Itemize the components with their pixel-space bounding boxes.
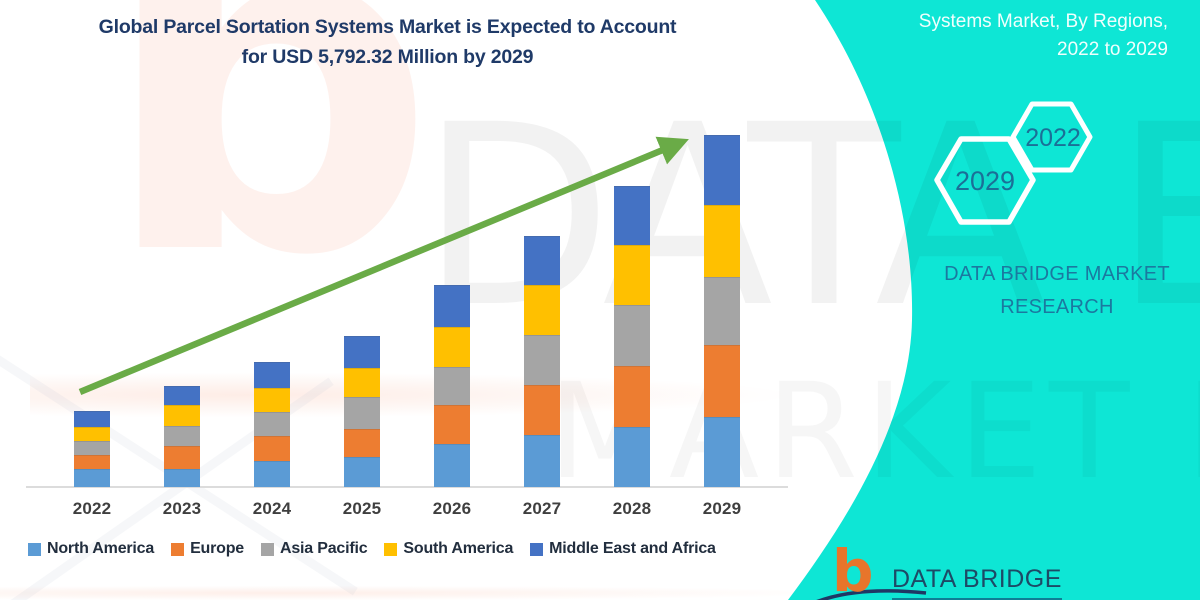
x-axis-label-2029: 2029	[702, 499, 742, 518]
legend-swatch	[171, 542, 185, 556]
bar-segment-2023-asia-pacific	[164, 426, 200, 447]
bar-2025	[344, 336, 380, 487]
bar-segment-2029-asia-pacific	[704, 277, 740, 346]
bar-segment-2023-north-america	[164, 468, 200, 487]
hexagon-2022-label: 2022	[1025, 124, 1081, 152]
x-axis-label-2026: 2026	[432, 499, 472, 518]
bar-segment-2029-europe	[704, 345, 740, 417]
bar-2024	[254, 361, 290, 487]
bar-segment-2028-asia-pacific	[614, 305, 650, 366]
legend-swatch	[384, 542, 398, 556]
teal-panel-path	[788, 0, 1200, 600]
bar-segment-2024-middle-east-and-africa	[254, 361, 290, 388]
bar-segment-2029-middle-east-and-africa	[704, 135, 740, 205]
logo-name: DATA BRIDGE	[892, 565, 1062, 600]
x-axis-line	[26, 486, 788, 488]
bar-segment-2028-north-america	[614, 426, 650, 487]
bar-segment-2024-north-america	[254, 461, 290, 487]
x-axis-label-2025: 2025	[342, 499, 382, 518]
bar-segment-2027-europe	[524, 385, 560, 436]
legend-label: Asia Pacific	[279, 540, 368, 557]
bar-segment-2025-middle-east-and-africa	[344, 336, 380, 369]
legend-item-south-america: South America	[384, 540, 513, 558]
chart-title: Global Parcel Sortation Systems Market i…	[0, 12, 775, 72]
bar-segment-2023-europe	[164, 446, 200, 469]
legend-label: South America	[403, 540, 514, 557]
x-axis-label-2027: 2027	[522, 499, 562, 518]
chart-title-line2: for USD 5,792.32 Million by 2029	[241, 46, 534, 68]
logo-subtitle: MARKET RESEARCH	[894, 598, 1081, 600]
bar-segment-2026-south-america	[434, 327, 470, 368]
bar-2022	[74, 411, 110, 487]
bar-segment-2022-asia-pacific	[74, 441, 110, 456]
panel-brand-text: DATA BRIDGE MARKET RESEARCH	[925, 258, 1189, 324]
bar-segment-2024-europe	[254, 435, 290, 461]
panel-heading: Systems Market, By Regions, 2022 to 2029	[808, 8, 1168, 64]
bar-2023	[164, 385, 200, 487]
panel-brand-line1: DATA BRIDGE MARKET	[944, 263, 1170, 285]
legend-label: North America	[47, 540, 155, 557]
bar-segment-2027-north-america	[524, 435, 560, 487]
watermark-swoosh	[0, 586, 820, 600]
bar-segment-2022-europe	[74, 455, 110, 470]
bar-segment-2025-south-america	[344, 368, 380, 398]
bar-segment-2026-north-america	[434, 443, 470, 487]
panel-heading-line1: Systems Market, By Regions,	[918, 11, 1168, 32]
bar-segment-2027-asia-pacific	[524, 335, 560, 386]
bar-segment-2029-south-america	[704, 204, 740, 277]
bar-segment-2027-south-america	[524, 285, 560, 336]
legend-item-europe: Europe	[171, 540, 244, 558]
bar-2029	[704, 135, 740, 487]
bar-segment-2025-asia-pacific	[344, 397, 380, 429]
hexagon-2029-label: 2029	[954, 166, 1016, 196]
bar-segment-2027-middle-east-and-africa	[524, 236, 560, 286]
bar-segment-2025-europe	[344, 428, 380, 458]
bar-segment-2026-europe	[434, 405, 470, 444]
bar-segment-2026-asia-pacific	[434, 367, 470, 406]
bar-2028	[614, 185, 650, 487]
panel-brand-line2: RESEARCH	[1000, 296, 1114, 318]
bar-segment-2022-south-america	[74, 427, 110, 442]
legend-item-north-america: North America	[28, 540, 154, 558]
legend-swatch	[28, 542, 41, 556]
bar-segment-2025-north-america	[344, 457, 380, 487]
bar-segment-2023-south-america	[164, 404, 200, 427]
bar-segment-2028-south-america	[614, 245, 650, 306]
logo-swoosh-icon	[816, 589, 927, 600]
legend-item-asia-pacific: Asia Pacific	[260, 540, 368, 558]
bar-segment-2028-middle-east-and-africa	[614, 185, 650, 246]
x-axis-label-2022: 2022	[72, 499, 112, 518]
x-axis-label-2028: 2028	[612, 499, 652, 518]
bar-segment-2022-north-america	[74, 469, 110, 487]
bar-segment-2023-middle-east-and-africa	[164, 385, 200, 405]
bar-2026	[434, 285, 470, 487]
logo-b-icon: b	[832, 537, 874, 600]
bar-segment-2026-middle-east-and-africa	[434, 285, 470, 328]
legend-swatch	[260, 542, 274, 556]
bar-segment-2022-middle-east-and-africa	[74, 411, 110, 428]
legend-label: Europe	[190, 540, 244, 557]
bar-2027	[524, 236, 560, 487]
chart-legend: North America Europe Asia Pacific South Ame…	[28, 540, 788, 558]
panel-heading-line2: 2022 to 2029	[1057, 39, 1168, 60]
legend-swatch	[530, 542, 544, 556]
bar-segment-2028-europe	[614, 365, 650, 427]
footer-logo: b DATA BRIDGE MARKET RESEARCH	[812, 542, 1200, 600]
bar-segment-2029-north-america	[704, 417, 740, 487]
legend-label: Middle East and Africa	[549, 540, 716, 557]
bar-segment-2024-south-america	[254, 387, 290, 412]
bar-segment-2024-asia-pacific	[254, 411, 290, 436]
x-axis-label-2023: 2023	[162, 499, 202, 518]
chart-title-line1: Global Parcel Sortation Systems Market i…	[98, 16, 677, 38]
legend-item-middle-east-and-africa: Middle East and Africa	[530, 540, 716, 558]
x-axis-label-2024: 2024	[252, 499, 292, 518]
